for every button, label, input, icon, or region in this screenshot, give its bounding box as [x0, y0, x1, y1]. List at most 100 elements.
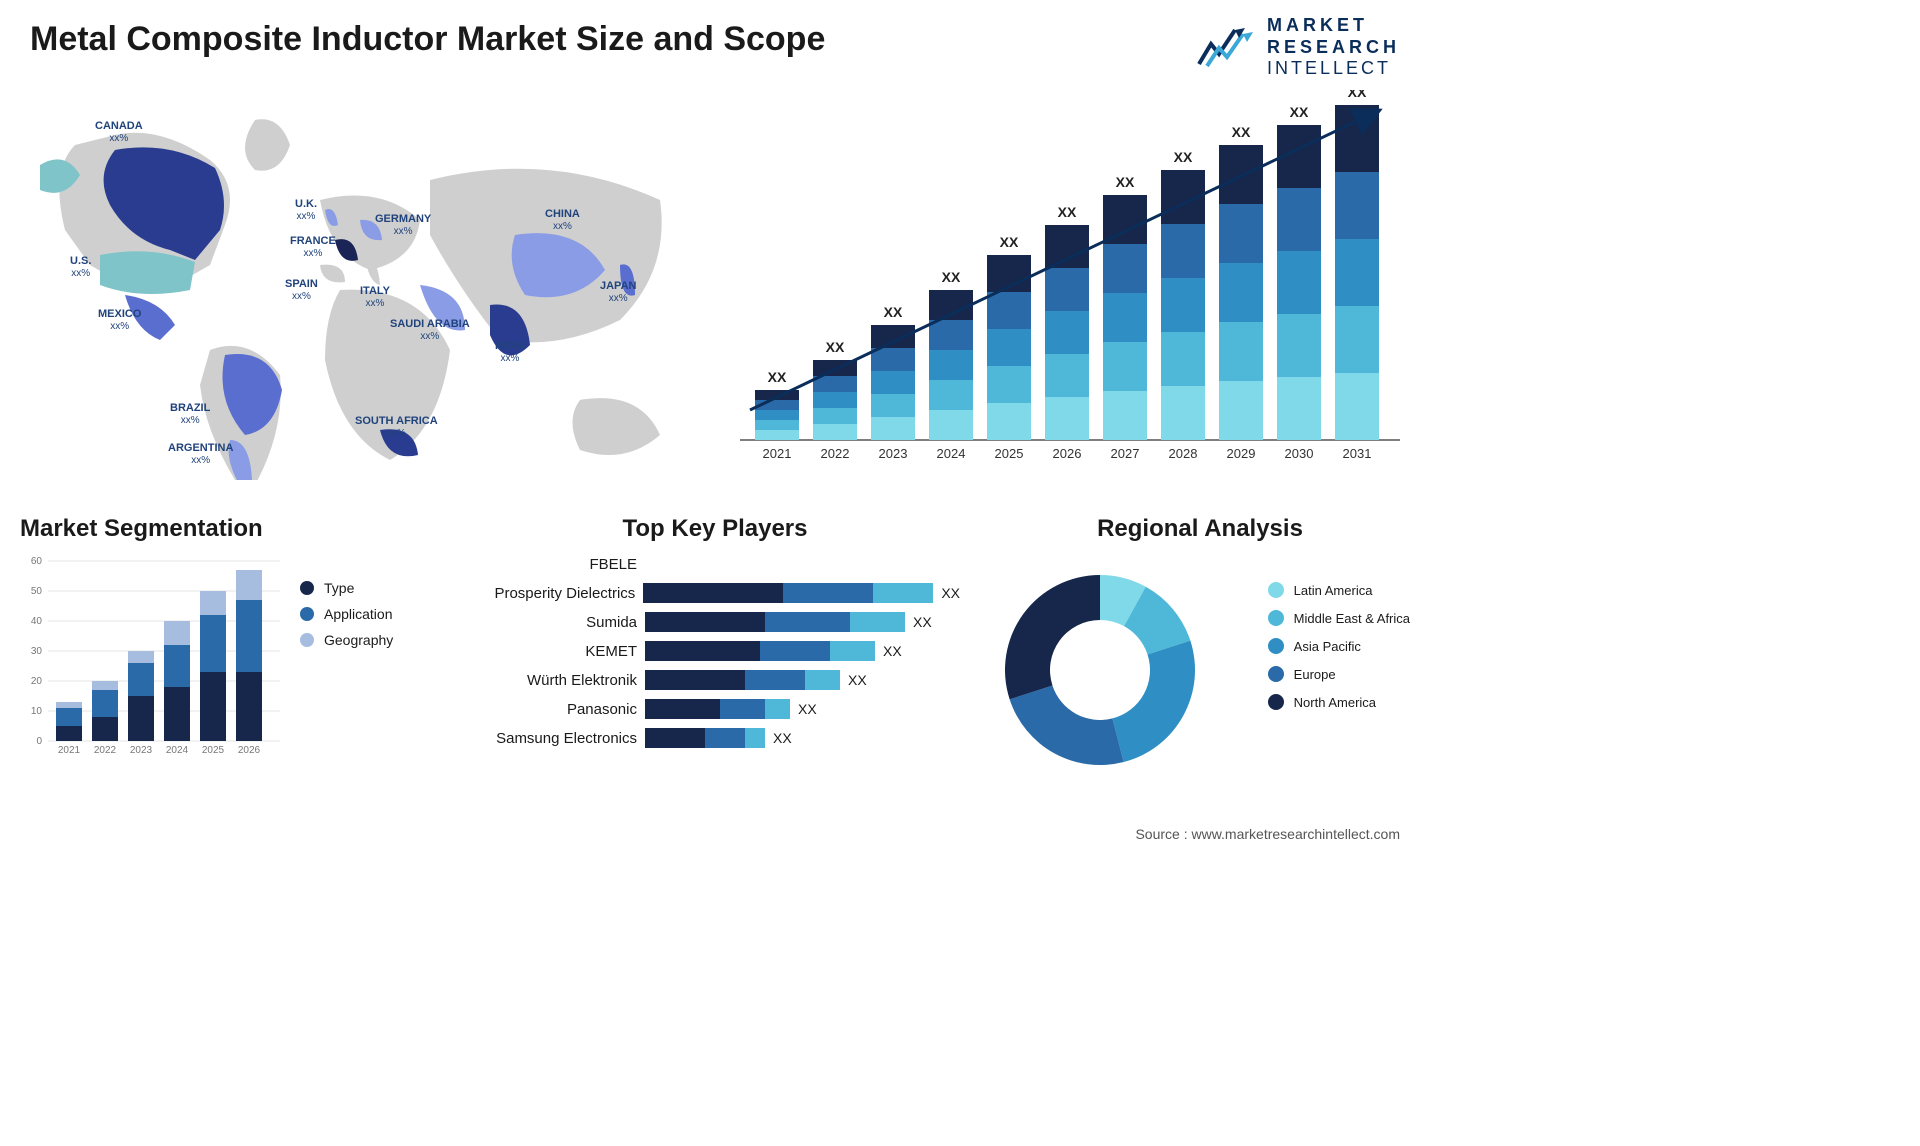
logo-line3: INTELLECT — [1267, 58, 1400, 80]
source-line: Source : www.marketresearchintellect.com — [1135, 826, 1400, 842]
world-map-section: CANADAxx%U.S.xx%MEXICOxx%BRAZILxx%ARGENT… — [20, 90, 700, 480]
map-label: INDIAxx% — [495, 340, 525, 365]
segmentation-chart: 0102030405060202120222023202420252026 — [20, 551, 280, 761]
svg-text:XX: XX — [1058, 204, 1077, 220]
svg-text:XX: XX — [1174, 149, 1193, 165]
svg-text:0: 0 — [36, 736, 42, 747]
map-label: SPAINxx% — [285, 278, 318, 303]
player-value: XX — [941, 585, 960, 601]
player-value: XX — [883, 643, 902, 659]
svg-text:XX: XX — [1116, 174, 1135, 190]
regional-section: Regional Analysis Latin America Middle Ea… — [990, 515, 1410, 775]
player-label: Würth Elektronik — [470, 672, 645, 689]
svg-text:XX: XX — [942, 269, 961, 285]
map-label: SOUTH AFRICAxx% — [355, 415, 438, 440]
svg-text:2022: 2022 — [94, 745, 117, 756]
legend-item: Middle East & Africa — [1268, 610, 1410, 626]
player-row: Sumida XX — [470, 609, 960, 635]
svg-text:2025: 2025 — [202, 745, 225, 756]
map-label: FRANCExx% — [290, 235, 336, 260]
players-title: Top Key Players — [470, 515, 960, 543]
player-label: Panasonic — [470, 701, 645, 718]
svg-text:2024: 2024 — [166, 745, 189, 756]
player-label: Samsung Electronics — [470, 730, 645, 747]
legend-item: Geography — [300, 632, 393, 648]
player-bar — [645, 612, 905, 632]
legend-item: Asia Pacific — [1268, 638, 1410, 654]
svg-text:40: 40 — [31, 616, 43, 627]
svg-text:60: 60 — [31, 556, 43, 567]
player-label: KEMET — [470, 643, 645, 660]
svg-text:50: 50 — [31, 586, 43, 597]
player-bar — [643, 583, 933, 603]
map-label: U.S.xx% — [70, 255, 91, 280]
segmentation-section: Market Segmentation 0 10 20 30 40 50 60 2021 202… — [20, 515, 440, 775]
map-label: JAPANxx% — [600, 280, 636, 305]
map-label: BRAZILxx% — [170, 402, 210, 427]
player-row: Würth Elektronik XX — [470, 667, 960, 693]
map-label: MEXICOxx% — [98, 308, 141, 333]
logo-icon — [1197, 22, 1257, 72]
regional-donut — [990, 555, 1210, 775]
player-value: XX — [773, 730, 792, 746]
players-list: FBELEProsperity DielectricsXXSumidaXXKEM… — [470, 551, 960, 751]
map-label: ITALYxx% — [360, 285, 390, 310]
legend-item: Application — [300, 606, 393, 622]
player-row: Prosperity Dielectrics XX — [470, 580, 960, 606]
player-bar — [645, 699, 790, 719]
regional-legend: Latin America Middle East & Africa Asia Pa… — [1268, 570, 1410, 722]
svg-text:2021: 2021 — [58, 745, 81, 756]
legend-item: North America — [1268, 694, 1410, 710]
player-row: Panasonic XX — [470, 696, 960, 722]
svg-text:XX: XX — [1000, 234, 1019, 250]
player-row: Samsung Electronics XX — [470, 725, 960, 751]
player-label: Prosperity Dielectrics — [470, 585, 643, 602]
player-value: XX — [798, 701, 817, 717]
legend-item: Europe — [1268, 666, 1410, 682]
svg-text:2026: 2026 — [238, 745, 261, 756]
map-label: ARGENTINAxx% — [168, 442, 233, 467]
map-label: SAUDI ARABIAxx% — [390, 318, 470, 343]
player-value: XX — [848, 672, 867, 688]
svg-text:XX: XX — [1348, 90, 1367, 100]
player-bar — [645, 641, 875, 661]
svg-text:XX: XX — [826, 339, 845, 355]
legend-item: Latin America — [1268, 582, 1410, 598]
legend-item: Type — [300, 580, 393, 596]
svg-text:2031: 2031 — [1343, 446, 1372, 461]
player-label: FBELE — [470, 556, 645, 573]
svg-text:XX: XX — [884, 304, 903, 320]
svg-text:20: 20 — [31, 676, 43, 687]
player-label: Sumida — [470, 614, 645, 631]
player-value: XX — [913, 614, 932, 630]
svg-text:XX: XX — [768, 369, 787, 385]
map-label: CHINAxx% — [545, 208, 580, 233]
svg-text:2025: 2025 — [995, 446, 1024, 461]
map-label: U.K.xx% — [295, 198, 317, 223]
player-row: KEMET XX — [470, 638, 960, 664]
svg-text:2022: 2022 — [821, 446, 850, 461]
player-bar — [645, 670, 840, 690]
segmentation-title: Market Segmentation — [20, 515, 440, 543]
svg-text:2030: 2030 — [1285, 446, 1314, 461]
svg-text:30: 30 — [31, 646, 43, 657]
page-title: Metal Composite Inductor Market Size and… — [30, 20, 825, 59]
svg-text:2021: 2021 — [763, 446, 792, 461]
logo-line1: MARKET — [1267, 15, 1400, 37]
svg-text:2028: 2028 — [1169, 446, 1198, 461]
key-players-section: Top Key Players FBELE Prosperity Dielectr… — [470, 515, 960, 775]
svg-text:XX: XX — [1290, 104, 1309, 120]
svg-text:2026: 2026 — [1053, 446, 1082, 461]
map-label: GERMANYxx% — [375, 213, 431, 238]
svg-text:2023: 2023 — [879, 446, 908, 461]
svg-text:XX: XX — [1232, 124, 1251, 140]
growth-chart: XX2021XX2022XX2023XX2024XX2025XX2026XX20… — [740, 90, 1400, 470]
svg-text:2027: 2027 — [1111, 446, 1140, 461]
logo-line2: RESEARCH — [1267, 37, 1400, 59]
segmentation-legend: Type Application Geography — [300, 570, 393, 658]
regional-title: Regional Analysis — [990, 515, 1410, 543]
brand-logo: MARKET RESEARCH INTELLECT — [1197, 15, 1400, 80]
player-row: FBELE — [470, 551, 960, 577]
svg-text:2029: 2029 — [1227, 446, 1256, 461]
svg-text:10: 10 — [31, 706, 43, 717]
